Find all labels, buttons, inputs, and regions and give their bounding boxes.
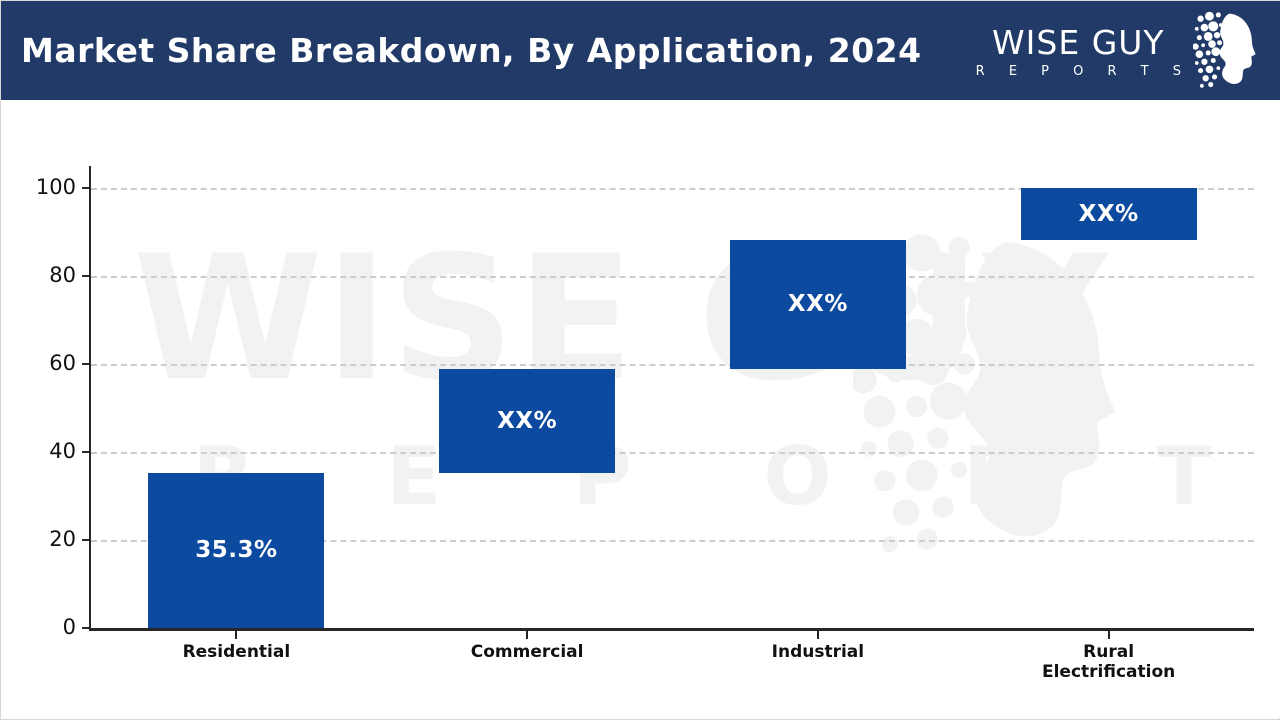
y-tick-mark xyxy=(82,363,90,365)
y-tick-label: 0 xyxy=(62,615,76,639)
y-tick-label: 80 xyxy=(49,263,76,287)
category-label: Industrial xyxy=(771,642,865,662)
gridline-80 xyxy=(91,276,1254,278)
y-tick-mark xyxy=(82,187,90,189)
brand-logo-text: WISE GUY R E P O R T S xyxy=(966,23,1191,79)
bar-rural-electrification: XX% xyxy=(1020,188,1197,240)
brand-name: WISE GUY xyxy=(992,22,1165,62)
category-label: Commercial xyxy=(470,642,584,662)
y-tick-label: 20 xyxy=(49,527,76,551)
y-tick-mark xyxy=(82,627,90,629)
header: Market Share Breakdown, By Application, … xyxy=(1,1,1280,100)
bar-value-label: 35.3% xyxy=(195,537,278,564)
bar-commercial: XX% xyxy=(439,368,616,473)
bar-value-label: XX% xyxy=(787,291,848,318)
category-label: Residential xyxy=(182,642,291,662)
gridline-40 xyxy=(91,452,1254,454)
chart-area: WISE GUY R E P O R T S 02040608010035.3%… xyxy=(1,100,1280,718)
category-label: Rural Electrification xyxy=(1041,642,1176,683)
y-tick-mark xyxy=(82,451,90,453)
x-tick-mark xyxy=(235,631,238,639)
wiseguy-head-icon xyxy=(1193,11,1256,88)
y-tick-mark xyxy=(82,275,90,277)
x-tick-mark xyxy=(1107,631,1110,639)
gridline-100 xyxy=(91,188,1254,190)
brand-subtitle: R E P O R T S xyxy=(975,63,1191,79)
chart-title: Market Share Breakdown, By Application, … xyxy=(21,31,922,70)
gridline-20 xyxy=(91,540,1254,542)
x-axis-line xyxy=(89,628,1254,631)
bar-residential: 35.3% xyxy=(148,472,325,628)
y-axis-line xyxy=(89,166,91,631)
gridline-60 xyxy=(91,364,1254,366)
y-tick-label: 100 xyxy=(35,175,76,199)
bar-value-label: XX% xyxy=(497,407,558,434)
x-tick-mark xyxy=(526,631,529,639)
y-tick-mark xyxy=(82,539,90,541)
y-tick-label: 40 xyxy=(49,439,76,463)
brand-logo: WISE GUY R E P O R T S xyxy=(966,9,1280,93)
y-tick-label: 60 xyxy=(49,351,76,375)
x-tick-mark xyxy=(816,631,819,639)
bar-value-label: XX% xyxy=(1078,200,1139,227)
waterfall-chart: 0 20 40 60 80 100 35.3% Residential XX% Commercia… xyxy=(1,100,1280,718)
watermark-head-icon xyxy=(853,234,1116,553)
bar-industrial: XX% xyxy=(729,239,906,369)
